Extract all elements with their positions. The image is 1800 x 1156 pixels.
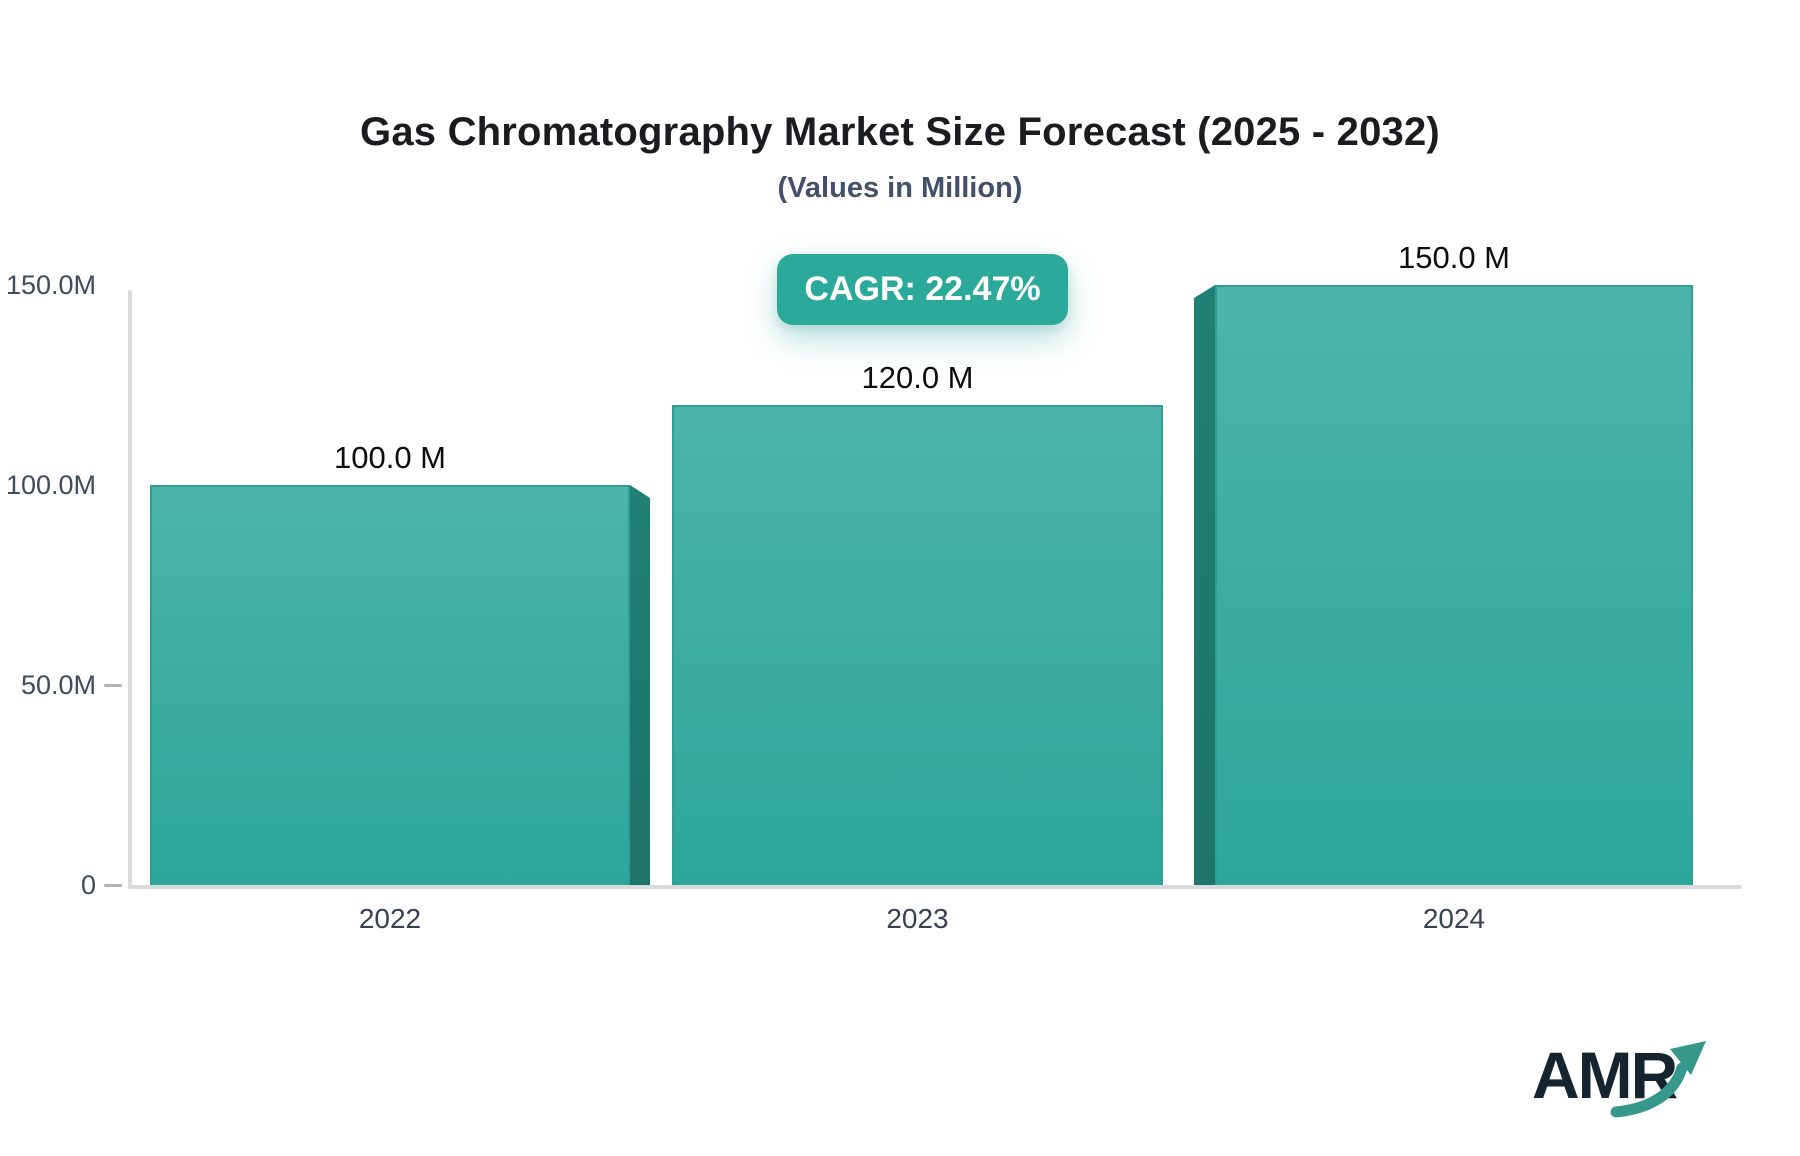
x-axis-category-label: 2022 xyxy=(358,903,422,934)
chart-subtitle: (Values in Million) xyxy=(777,172,1023,204)
y-axis-tick-mark xyxy=(104,884,122,887)
brand-logo: AMR xyxy=(1532,1038,1706,1118)
y-axis-tick-label: 0 xyxy=(80,870,96,900)
bar-3d-side-face xyxy=(1194,285,1215,885)
bar-value-label: 150.0 M xyxy=(1397,240,1510,275)
x-axis-category-label: 2024 xyxy=(1422,903,1486,934)
bar-2023[interactable] xyxy=(672,405,1163,885)
y-axis-tick-mark xyxy=(104,684,122,687)
chart-title: Gas Chromatography Market Size Forecast … xyxy=(360,110,1440,154)
y-axis-tick-label: 100.0M xyxy=(5,470,96,500)
bar-2024[interactable] xyxy=(1215,285,1693,885)
bar-value-label: 100.0 M xyxy=(333,440,446,475)
bar-3d-side-face xyxy=(630,485,650,885)
trend-up-arrow-head xyxy=(1670,1041,1706,1075)
x-axis-line xyxy=(128,885,1742,889)
y-axis-tick-label: 50.0M xyxy=(20,670,96,700)
bar-2022[interactable] xyxy=(150,485,630,885)
trend-up-arrow-icon xyxy=(1610,1062,1688,1118)
cagr-badge: CAGR: 22.47% xyxy=(777,254,1068,325)
bar-value-label: 120.0 M xyxy=(861,360,974,395)
y-axis-tick-label: 150.0M xyxy=(5,270,96,300)
x-axis-category-label: 2023 xyxy=(886,903,949,934)
y-axis-line xyxy=(128,290,132,889)
